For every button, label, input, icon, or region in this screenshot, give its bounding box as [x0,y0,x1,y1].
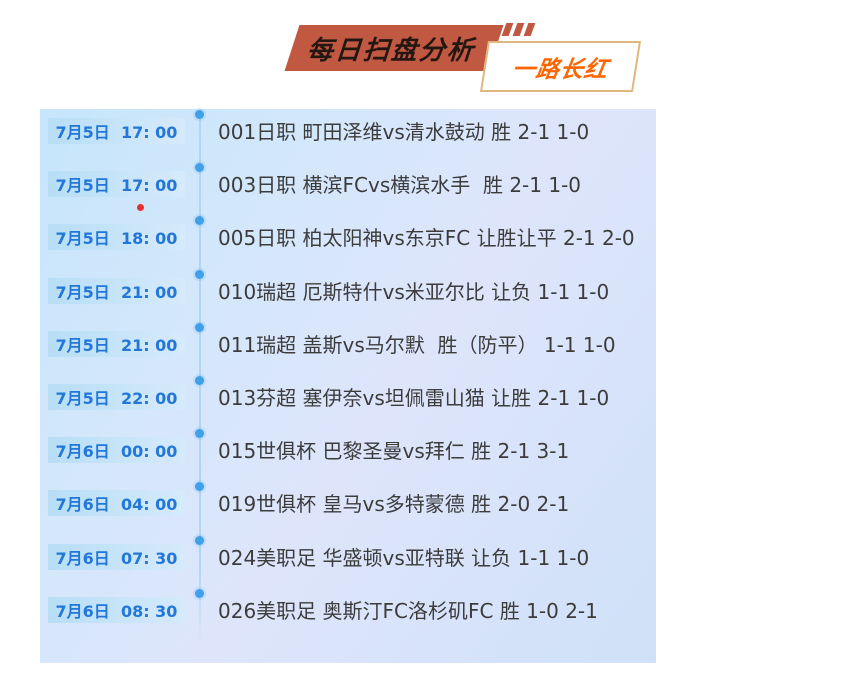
match-text: 013芬超 塞伊奈vs坦佩雷山猫 让胜 2-1 1-0 [218,385,610,410]
timeline-dot-icon [195,375,204,385]
timeline-row: 7月6日 04: 00 019世俱杯 皇马vs多特蒙德 胜 2-0 2-1 [40,482,656,537]
timeline-row: 7月5日 21: 00 010瑞超 厄斯特什vs米亚尔比 让负 1-1 1-0 [40,269,656,325]
time-badge: 7月5日 21: 00 [48,330,185,357]
timeline-row: 7月5日 17: 00 003日职 横滨FCvs横滨水手 胜 2-1 1-0 [40,163,656,218]
timeline-row: 7月5日 18: 00 005日职 柏太阳神vs东京FC 让胜让平 2-1 2-… [40,216,656,271]
header-banner: 每日扫盘分析 [284,25,504,71]
timeline-rows: 7月5日 17: 00 001日职 町田泽维vs清水鼓动 胜 2-1 1-0 7… [40,110,656,644]
timeline-dot-icon [195,429,204,439]
stripe-icon [523,23,536,36]
match-text: 003日职 横滨FCvs横滨水手 胜 2-1 1-0 [218,173,582,198]
timeline-dot-icon [195,588,204,598]
timeline-row: 7月5日 21: 00 011瑞超 盖斯vs马尔默 胜（防平） 1-1 1-0 [40,322,656,378]
stripe-icon [501,23,514,36]
timeline-panel: 7月5日 17: 00 001日职 町田泽维vs清水鼓动 胜 2-1 1-0 7… [40,109,656,663]
match-text: 026美职足 奥斯汀FC洛杉矶FC 胜 1-0 2-1 [218,598,598,623]
time-badge: 7月5日 17: 00 [48,171,185,198]
time-badge: 7月5日 18: 00 [48,224,185,251]
timeline-row: 7月6日 07: 30 024美职足 华盛顿vs亚特联 让负 1-1 1-0 [40,535,656,591]
decor-stripes [501,23,536,36]
timeline-row: 7月5日 22: 00 013芬超 塞伊奈vs坦佩雷山猫 让胜 2-1 1-0 [40,375,656,431]
time-badge: 7月6日 00: 00 [48,437,185,464]
timeline-dot-icon [195,269,204,279]
time-badge: 7月5日 22: 00 [48,383,185,410]
time-badge: 7月6日 04: 00 [48,490,185,517]
timeline-dot-icon [195,110,204,119]
time-badge: 7月6日 08: 30 [48,596,185,623]
timeline-row: 7月6日 00: 00 015世俱杯 巴黎圣曼vs拜仁 胜 2-1 3-1 [40,429,656,484]
match-text: 001日职 町田泽维vs清水鼓动 胜 2-1 1-0 [218,120,590,144]
timeline-dot-icon [195,482,204,492]
banner-title: 每日扫盘分析 [304,35,483,66]
time-badge: 7月5日 17: 00 [48,118,185,144]
streak-badge: 一路长红 [479,41,642,92]
time-badge: 7月6日 07: 30 [48,543,185,570]
stripe-icon [512,23,525,36]
streak-badge-label: 一路长红 [509,56,611,83]
match-text: 005日职 柏太阳神vs东京FC 让胜让平 2-1 2-0 [218,226,635,251]
match-text: 011瑞超 盖斯vs马尔默 胜（防平） 1-1 1-0 [218,332,616,357]
timeline-row: 7月6日 08: 30 026美职足 奥斯汀FC洛杉矶FC 胜 1-0 2-1 [40,588,656,644]
timeline-dot-icon [195,535,204,545]
time-badge: 7月5日 21: 00 [48,277,185,304]
match-text: 024美职足 华盛顿vs亚特联 让负 1-1 1-0 [218,545,590,570]
match-text: 015世俱杯 巴黎圣曼vs拜仁 胜 2-1 3-1 [218,439,570,464]
timeline-dot-icon [195,216,204,226]
timeline-dot-icon [195,322,204,332]
match-text: 019世俱杯 皇马vs多特蒙德 胜 2-0 2-1 [218,492,570,517]
timeline-row: 7月5日 17: 00 001日职 町田泽维vs清水鼓动 胜 2-1 1-0 [40,110,656,165]
match-text: 010瑞超 厄斯特什vs米亚尔比 让负 1-1 1-0 [218,279,610,304]
red-dot-icon [137,204,144,211]
timeline-dot-icon [195,163,204,173]
